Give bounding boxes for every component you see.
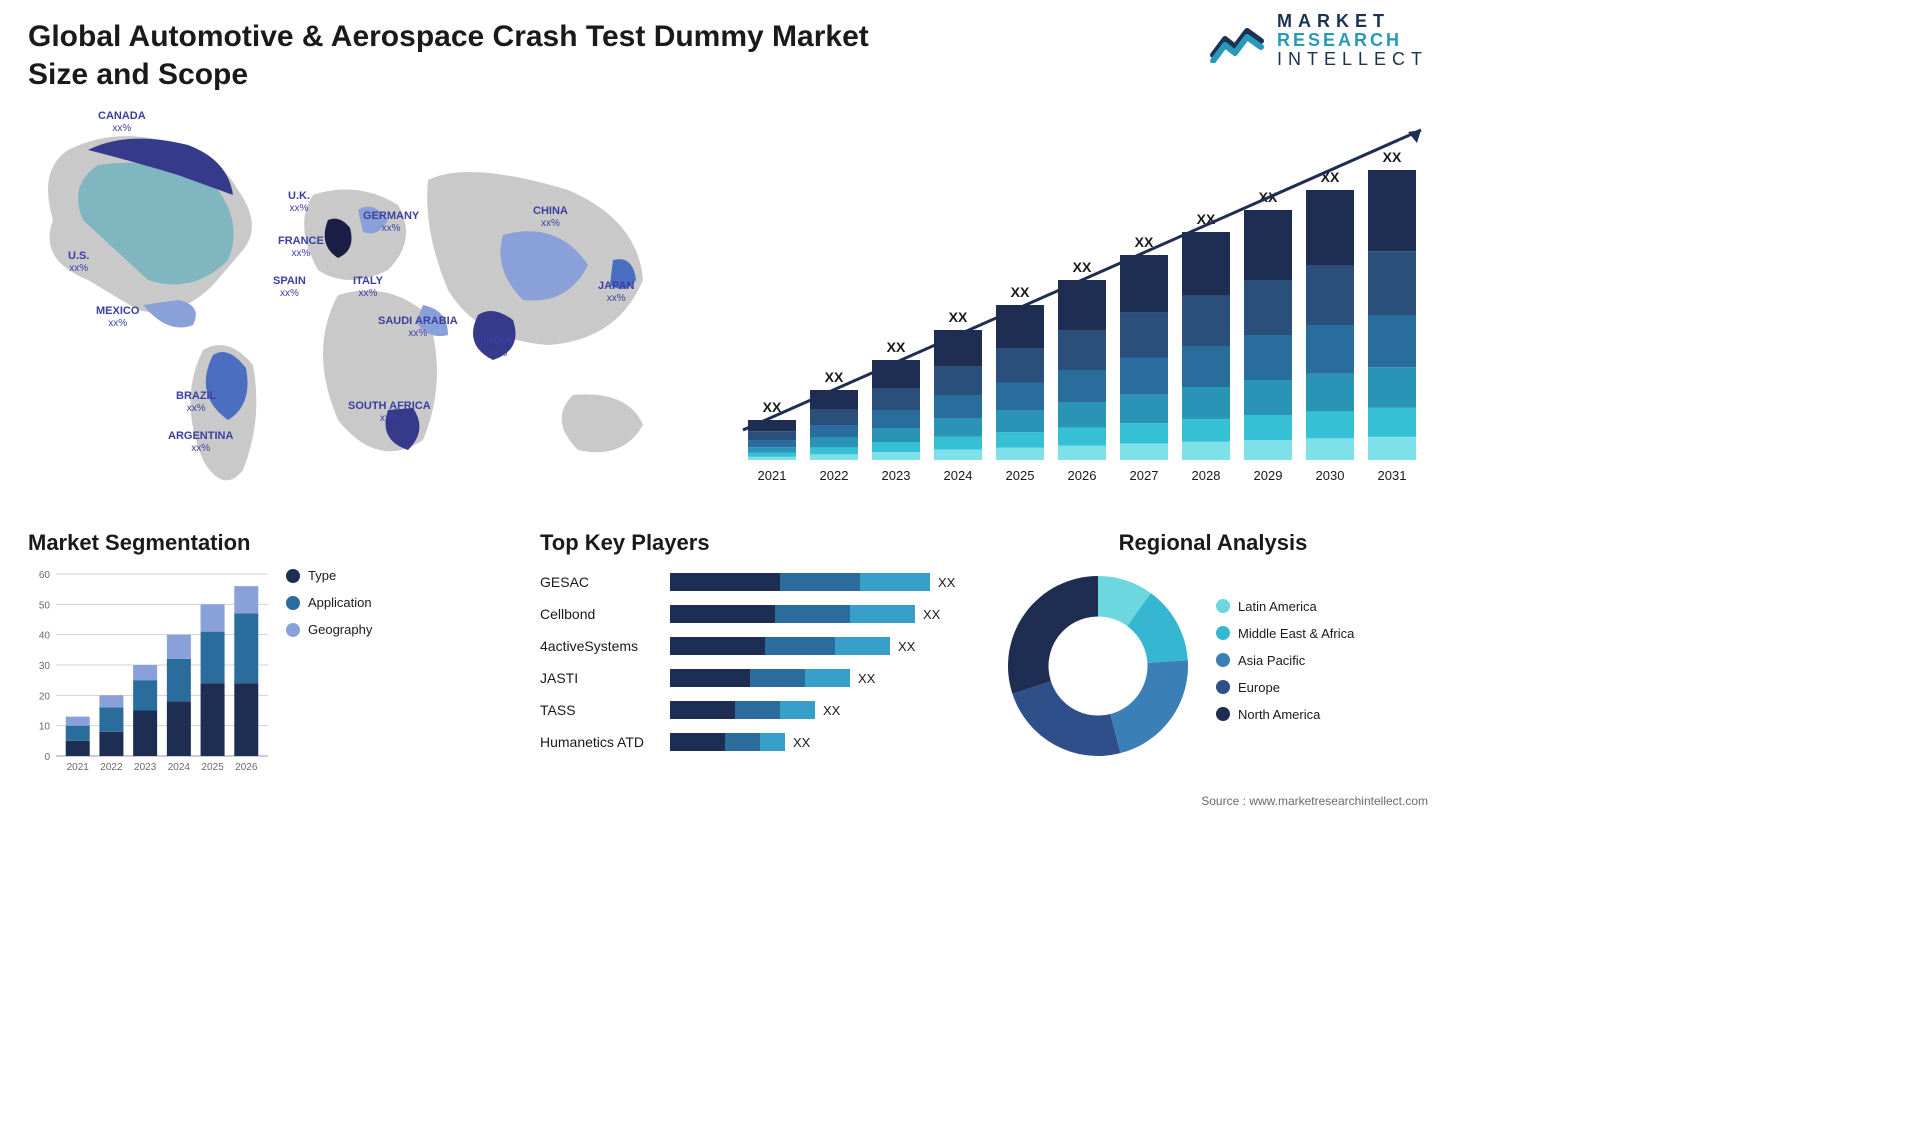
svg-text:10: 10: [39, 722, 51, 733]
player-value: XX: [823, 703, 840, 718]
regional-panel: Regional Analysis Latin America Middle Ea…: [998, 530, 1428, 790]
player-name: Cellbond: [540, 606, 670, 622]
svg-text:2026: 2026: [1068, 468, 1097, 483]
players-panel: Top Key Players GESACXXCellbondXX4active…: [540, 530, 980, 790]
svg-text:2022: 2022: [820, 468, 849, 483]
player-row: Cellbond XX: [540, 602, 980, 626]
player-name: Humanetics ATD: [540, 734, 670, 750]
map-label: CANADAxx%: [98, 110, 146, 134]
players-title: Top Key Players: [540, 530, 980, 556]
legend-item: Geography: [286, 622, 372, 637]
svg-text:20: 20: [39, 691, 51, 702]
svg-text:XX: XX: [825, 369, 844, 385]
logo-mark-icon: [1209, 17, 1267, 63]
map-label: JAPANxx%: [598, 280, 634, 304]
svg-text:2023: 2023: [134, 762, 157, 773]
svg-text:2024: 2024: [944, 468, 973, 483]
svg-text:2021: 2021: [758, 468, 787, 483]
svg-text:2030: 2030: [1316, 468, 1345, 483]
svg-text:XX: XX: [887, 339, 906, 355]
player-value: XX: [793, 735, 810, 750]
map-label: GERMANYxx%: [363, 210, 419, 234]
svg-text:2027: 2027: [1130, 468, 1159, 483]
map-label: INDIAxx%: [483, 335, 513, 359]
svg-text:2025: 2025: [1006, 468, 1035, 483]
brand-logo: MARKET RESEARCH INTELLECT: [1209, 12, 1428, 69]
player-name: GESAC: [540, 574, 670, 590]
map-label: U.K.xx%: [288, 190, 310, 214]
world-map: CANADAxx% U.S.xx% MEXICOxx% BRAZILxx% ARGENT…: [28, 110, 678, 500]
map-label: SOUTH AFRICAxx%: [348, 400, 431, 424]
player-value: XX: [923, 607, 940, 622]
regional-donut-chart: [998, 566, 1198, 766]
player-row: GESAC XX: [540, 570, 980, 594]
player-row: 4activeSystems XX: [540, 634, 980, 658]
legend-item: Middle East & Africa: [1216, 626, 1354, 641]
svg-text:2024: 2024: [168, 762, 191, 773]
segmentation-legend: Type Application Geography: [286, 568, 372, 778]
regional-title: Regional Analysis: [998, 530, 1428, 556]
svg-text:XX: XX: [1073, 259, 1092, 275]
map-label: ARGENTINAxx%: [168, 430, 233, 454]
legend-item: Type: [286, 568, 372, 583]
svg-text:2031: 2031: [1378, 468, 1407, 483]
growth-bar-chart: XX 2021 XX 2022 XX 2023 XX 2024 XX 2025 XX 2026 XX 20…: [728, 110, 1428, 500]
svg-text:50: 50: [39, 600, 51, 611]
logo-line2: RESEARCH: [1277, 31, 1428, 50]
legend-item: Asia Pacific: [1216, 653, 1354, 668]
map-label: SAUDI ARABIAxx%: [378, 315, 458, 339]
logo-line3: INTELLECT: [1277, 50, 1428, 69]
legend-item: Application: [286, 595, 372, 610]
map-label: MEXICOxx%: [96, 305, 139, 329]
legend-item: Latin America: [1216, 599, 1354, 614]
map-label: SPAINxx%: [273, 275, 306, 299]
legend-item: Europe: [1216, 680, 1354, 695]
player-name: 4activeSystems: [540, 638, 670, 654]
player-row: Humanetics ATD XX: [540, 730, 980, 754]
svg-text:XX: XX: [1135, 234, 1154, 250]
player-value: XX: [858, 671, 875, 686]
svg-text:60: 60: [39, 570, 51, 581]
svg-text:XX: XX: [1383, 149, 1402, 165]
source-attribution: Source : www.marketresearchintellect.com: [1201, 794, 1428, 808]
map-label: ITALYxx%: [353, 275, 383, 299]
svg-text:40: 40: [39, 631, 51, 642]
map-label: BRAZILxx%: [176, 390, 216, 414]
svg-text:2025: 2025: [201, 762, 224, 773]
player-value: XX: [938, 575, 955, 590]
regional-legend: Latin America Middle East & Africa Asia Pa…: [1216, 599, 1354, 734]
svg-text:2023: 2023: [882, 468, 911, 483]
svg-text:2022: 2022: [100, 762, 123, 773]
map-label: FRANCExx%: [278, 235, 324, 259]
svg-text:2021: 2021: [67, 762, 90, 773]
player-name: JASTI: [540, 670, 670, 686]
logo-line1: MARKET: [1277, 12, 1428, 31]
svg-text:2029: 2029: [1254, 468, 1283, 483]
map-label: U.S.xx%: [68, 250, 89, 274]
segmentation-panel: Market Segmentation 0 10 20 30 40 50 60 2021 202…: [28, 530, 448, 790]
player-row: JASTI XX: [540, 666, 980, 690]
svg-text:30: 30: [39, 661, 51, 672]
svg-text:XX: XX: [1011, 284, 1030, 300]
svg-text:2026: 2026: [235, 762, 258, 773]
svg-text:XX: XX: [949, 309, 968, 325]
player-value: XX: [898, 639, 915, 654]
svg-text:2028: 2028: [1192, 468, 1221, 483]
svg-text:0: 0: [44, 752, 50, 763]
player-row: TASS XX: [540, 698, 980, 722]
legend-item: North America: [1216, 707, 1354, 722]
segmentation-chart: 0 10 20 30 40 50 60 2021 2022 2023 2024 2025 2026: [28, 568, 268, 778]
segmentation-title: Market Segmentation: [28, 530, 448, 556]
players-list: GESAC XX Cellbond XX 4activeSystems XX JASTI XX…: [540, 570, 980, 754]
player-name: TASS: [540, 702, 670, 718]
page-title: Global Automotive & Aerospace Crash Test…: [28, 18, 928, 93]
map-label: CHINAxx%: [533, 205, 568, 229]
